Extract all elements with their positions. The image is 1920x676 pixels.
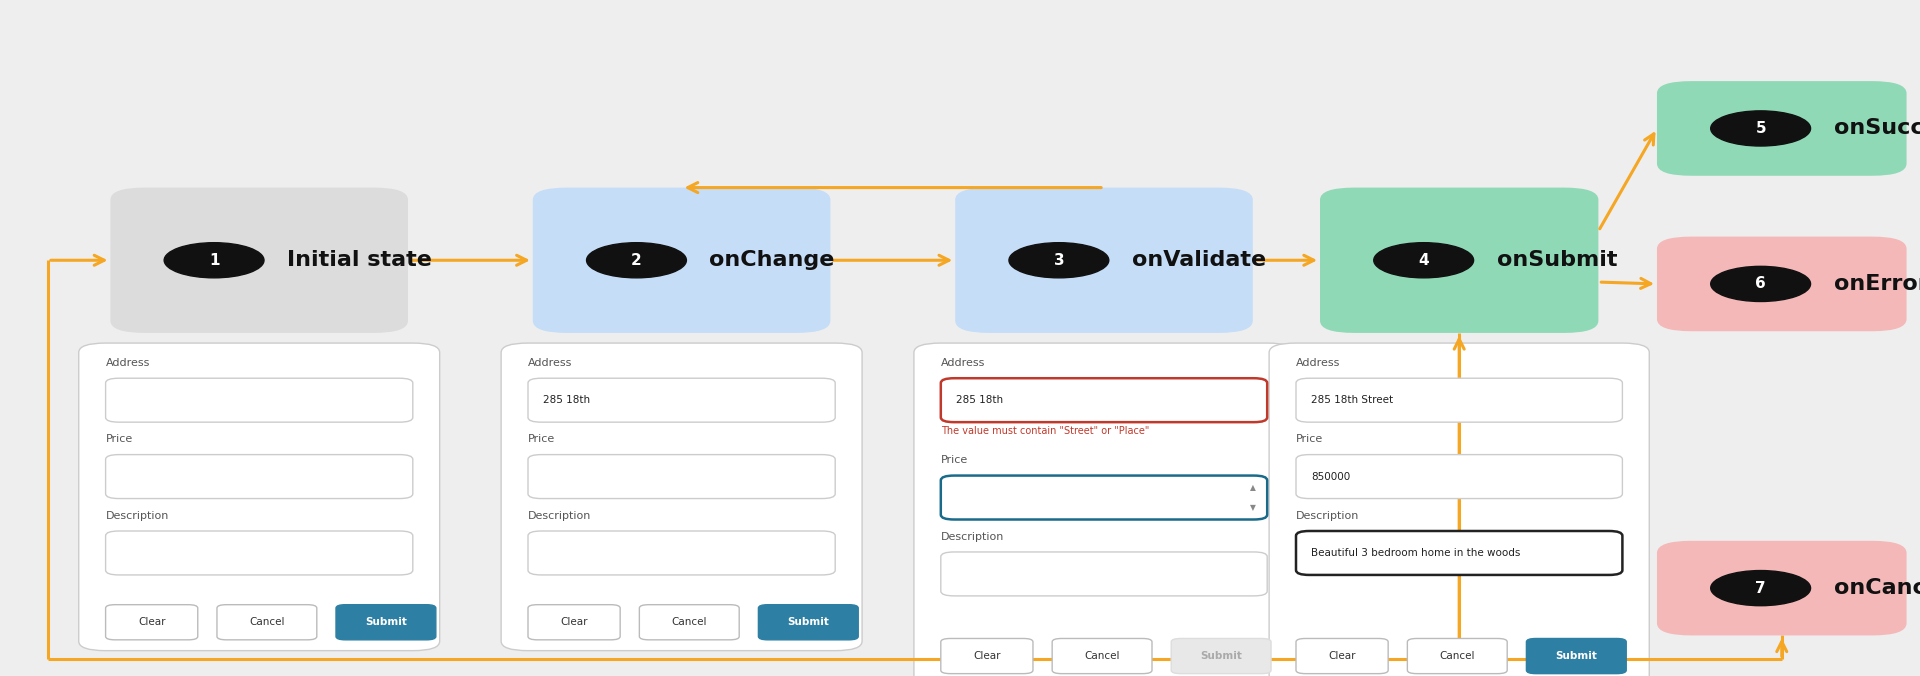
Text: onChange: onChange xyxy=(710,250,835,270)
Text: onSuccess: onSuccess xyxy=(1834,118,1920,139)
Text: The value must contain "Street" or "Place": The value must contain "Street" or "Plac… xyxy=(941,426,1150,435)
FancyBboxPatch shape xyxy=(501,343,862,650)
FancyBboxPatch shape xyxy=(1407,638,1507,673)
Text: Price: Price xyxy=(1296,435,1323,444)
FancyBboxPatch shape xyxy=(1321,188,1597,333)
FancyBboxPatch shape xyxy=(941,379,1267,422)
FancyBboxPatch shape xyxy=(106,379,413,422)
Circle shape xyxy=(1010,243,1110,278)
Text: Address: Address xyxy=(528,358,572,368)
FancyBboxPatch shape xyxy=(532,188,829,333)
Text: Submit: Submit xyxy=(1555,651,1597,661)
FancyBboxPatch shape xyxy=(941,476,1267,519)
Text: onSubmit: onSubmit xyxy=(1498,250,1617,270)
Text: Beautiful 3 bedroom home in the woods: Beautiful 3 bedroom home in the woods xyxy=(1311,548,1521,558)
FancyBboxPatch shape xyxy=(1052,638,1152,673)
FancyBboxPatch shape xyxy=(217,604,317,639)
FancyBboxPatch shape xyxy=(1296,638,1388,673)
FancyBboxPatch shape xyxy=(106,604,198,639)
Text: Submit: Submit xyxy=(787,617,829,627)
Text: Clear: Clear xyxy=(138,617,165,627)
Text: Description: Description xyxy=(528,511,591,521)
Text: Submit: Submit xyxy=(1200,651,1242,661)
Text: Cancel: Cancel xyxy=(1085,651,1119,661)
FancyBboxPatch shape xyxy=(528,604,620,639)
FancyBboxPatch shape xyxy=(106,531,413,575)
Text: ▲: ▲ xyxy=(1250,483,1256,492)
Text: 285 18th: 285 18th xyxy=(543,395,591,405)
Text: Description: Description xyxy=(941,531,1004,541)
FancyBboxPatch shape xyxy=(1657,237,1907,331)
FancyBboxPatch shape xyxy=(639,604,739,639)
Text: Cancel: Cancel xyxy=(672,617,707,627)
FancyBboxPatch shape xyxy=(1526,638,1626,673)
Text: Price: Price xyxy=(528,435,555,444)
Circle shape xyxy=(588,243,687,278)
Text: Price: Price xyxy=(941,456,968,465)
FancyBboxPatch shape xyxy=(1657,81,1907,176)
Text: onError: onError xyxy=(1834,274,1920,294)
FancyBboxPatch shape xyxy=(954,188,1252,333)
FancyBboxPatch shape xyxy=(79,343,440,650)
Text: Description: Description xyxy=(1296,511,1359,521)
Text: Address: Address xyxy=(106,358,150,368)
Text: ▼: ▼ xyxy=(1250,503,1256,512)
FancyBboxPatch shape xyxy=(1296,531,1622,575)
FancyBboxPatch shape xyxy=(528,379,835,422)
Text: Submit: Submit xyxy=(365,617,407,627)
Text: onCancel: onCancel xyxy=(1834,578,1920,598)
Text: 4: 4 xyxy=(1419,253,1428,268)
FancyBboxPatch shape xyxy=(1296,454,1622,499)
Text: 2: 2 xyxy=(632,253,641,268)
Text: Cancel: Cancel xyxy=(250,617,284,627)
FancyBboxPatch shape xyxy=(1296,379,1622,422)
FancyBboxPatch shape xyxy=(941,552,1267,596)
FancyBboxPatch shape xyxy=(106,454,413,499)
FancyBboxPatch shape xyxy=(1171,638,1271,673)
Text: Price: Price xyxy=(106,435,132,444)
Circle shape xyxy=(165,243,265,278)
Text: Clear: Clear xyxy=(1329,651,1356,661)
Text: 7: 7 xyxy=(1755,581,1766,596)
FancyBboxPatch shape xyxy=(111,188,409,333)
Text: 850000: 850000 xyxy=(1311,472,1350,481)
FancyBboxPatch shape xyxy=(914,343,1294,676)
Text: Initial state: Initial state xyxy=(288,250,432,270)
Text: onValidate: onValidate xyxy=(1133,250,1265,270)
Text: 285 18th: 285 18th xyxy=(956,395,1004,405)
Circle shape xyxy=(1711,111,1811,146)
FancyBboxPatch shape xyxy=(528,531,835,575)
Text: Cancel: Cancel xyxy=(1440,651,1475,661)
Text: Address: Address xyxy=(1296,358,1340,368)
Text: Clear: Clear xyxy=(561,617,588,627)
Text: Address: Address xyxy=(941,358,985,368)
Text: 1: 1 xyxy=(209,253,219,268)
FancyBboxPatch shape xyxy=(1657,541,1907,635)
Text: 6: 6 xyxy=(1755,276,1766,291)
Circle shape xyxy=(1375,243,1475,278)
Circle shape xyxy=(1711,266,1811,301)
FancyBboxPatch shape xyxy=(528,454,835,499)
FancyBboxPatch shape xyxy=(1269,343,1649,676)
Text: Description: Description xyxy=(106,511,169,521)
Text: 285 18th Street: 285 18th Street xyxy=(1311,395,1394,405)
Circle shape xyxy=(1711,571,1811,606)
FancyBboxPatch shape xyxy=(941,638,1033,673)
FancyBboxPatch shape xyxy=(758,604,858,639)
Text: 3: 3 xyxy=(1054,253,1064,268)
FancyBboxPatch shape xyxy=(336,604,436,639)
Text: 5: 5 xyxy=(1755,121,1766,136)
Text: Clear: Clear xyxy=(973,651,1000,661)
